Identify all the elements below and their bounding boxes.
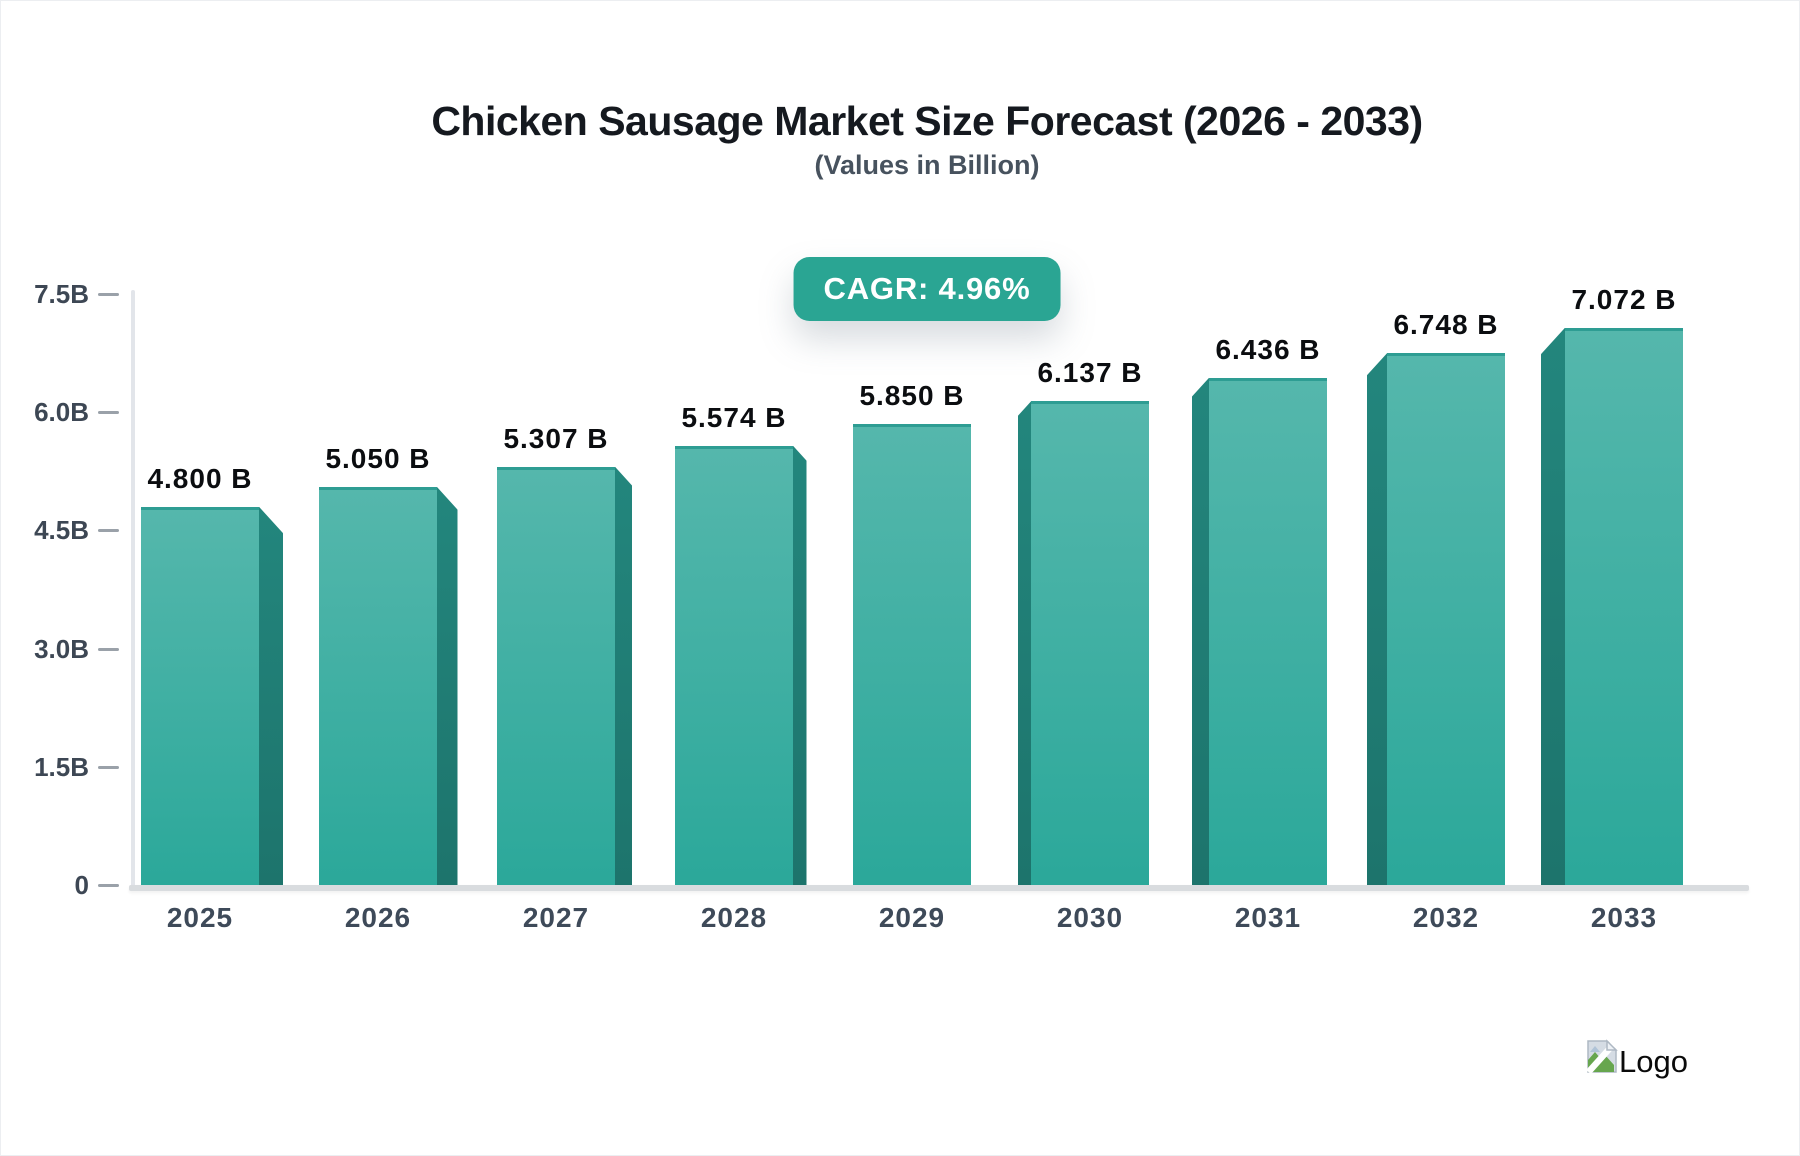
bar-value-label: 4.800 B xyxy=(147,462,253,494)
bar-2026 xyxy=(319,487,437,885)
logo: Logo xyxy=(1586,1039,1688,1079)
bar-side xyxy=(437,487,458,885)
y-axis-line xyxy=(131,290,135,889)
y-tick-dash xyxy=(98,529,119,533)
x-tick-label: 2026 xyxy=(344,902,412,933)
bar-value-label: 5.850 B xyxy=(859,380,965,412)
bar-side xyxy=(793,445,807,885)
x-axis-line xyxy=(129,885,1749,891)
logo-text: Logo xyxy=(1619,1043,1688,1079)
x-tick-label: 2029 xyxy=(878,902,946,933)
bar-value-label: 5.574 B xyxy=(681,401,787,433)
x-tick-label: 2031 xyxy=(1234,902,1302,933)
y-tick-dash xyxy=(98,765,119,769)
y-tick-dash xyxy=(98,411,119,415)
bar-2032 xyxy=(1387,353,1505,885)
bar-side xyxy=(1192,377,1209,885)
y-tick-label: 6.0B xyxy=(34,397,89,428)
bar-side xyxy=(259,506,283,885)
y-tick-label: 1.5B xyxy=(34,751,89,782)
bar-value-label: 5.307 B xyxy=(503,422,609,454)
y-tick-label: 0 xyxy=(74,870,89,900)
x-tick-label: 2030 xyxy=(1056,902,1124,933)
x-tick-label: 2032 xyxy=(1412,902,1480,933)
bar-2028 xyxy=(675,445,793,885)
y-tick-label: 7.5B xyxy=(34,279,89,309)
bar-value-label: 7.072 B xyxy=(1571,283,1677,315)
bar-side xyxy=(615,466,632,885)
bar-2033 xyxy=(1565,327,1683,885)
x-tick-label: 2025 xyxy=(166,902,234,933)
x-tick-label: 2033 xyxy=(1590,902,1658,933)
bar-2029 xyxy=(853,424,971,885)
cagr-badge: CAGR: 4.96% xyxy=(793,257,1061,321)
bar-value-label: 6.748 B xyxy=(1393,309,1499,341)
bar-2025 xyxy=(141,506,259,885)
y-tick-label: 4.5B xyxy=(34,515,89,546)
x-tick-label: 2028 xyxy=(700,902,768,933)
bar-2030 xyxy=(1031,401,1149,885)
bar-2031 xyxy=(1209,377,1327,885)
y-tick-dash xyxy=(98,647,119,651)
chart-subtitle: (Values in Billion) xyxy=(814,150,1040,180)
y-tick-dash xyxy=(98,293,119,296)
broken-image-icon xyxy=(1586,1039,1618,1079)
bar-value-label: 5.050 B xyxy=(325,443,431,475)
x-tick-label: 2027 xyxy=(522,902,590,933)
bar-side xyxy=(1017,401,1031,885)
bar-value-label: 6.436 B xyxy=(1215,333,1321,365)
chart-title: Chicken Sausage Market Size Forecast (20… xyxy=(431,98,1423,144)
bar-value-label: 6.137 B xyxy=(1037,357,1143,389)
bar-side xyxy=(1366,353,1387,885)
y-tick-label: 3.0B xyxy=(34,633,89,664)
y-tick-dash xyxy=(98,884,119,887)
bar-side xyxy=(1541,327,1565,885)
bar-2027 xyxy=(497,466,615,885)
